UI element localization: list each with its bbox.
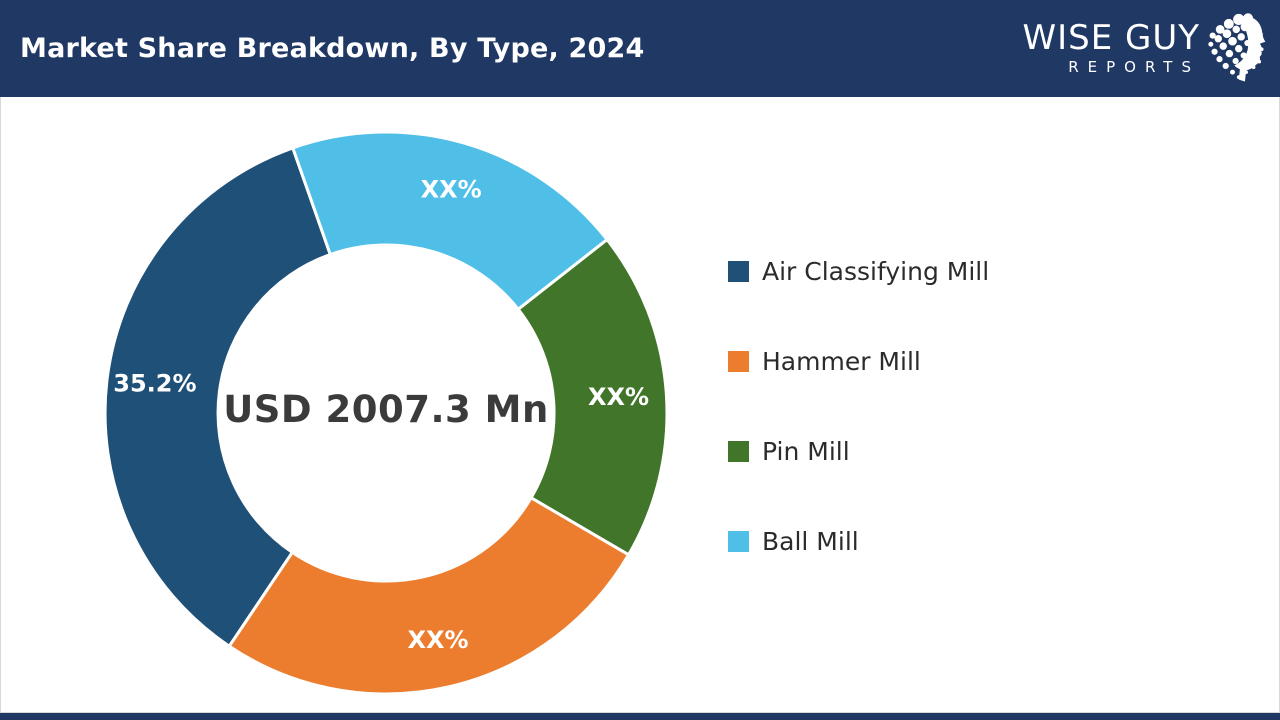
legend-swatch-icon — [728, 530, 749, 552]
face-dot — [1223, 18, 1234, 29]
face-dot — [1230, 69, 1235, 75]
brand-subtitle: REPORTS — [1068, 58, 1200, 77]
brand-face-icon — [1208, 13, 1266, 82]
face-dot — [1219, 42, 1227, 50]
legend-swatch-icon — [728, 260, 749, 282]
legend-label: Pin Mill — [762, 436, 850, 466]
brand-name: WISE GUY — [1022, 17, 1200, 58]
face-dot — [1232, 25, 1240, 34]
segment-percentage-label: XX% — [407, 626, 468, 654]
face-dot — [1216, 56, 1223, 63]
brand-logo-text: WISE GUY REPORTS — [1022, 17, 1200, 77]
legend-swatch-icon — [728, 350, 749, 372]
donut-segment-pin-mill — [516, 238, 669, 557]
face-dot — [1228, 36, 1237, 46]
face-dot — [1222, 29, 1232, 39]
page-title: Market Share Breakdown, By Type, 2024 — [20, 33, 645, 64]
footer-bar — [0, 713, 1280, 720]
legend-label: Ball Mill — [762, 526, 859, 556]
segment-percentage-label: 35.2% — [113, 370, 196, 398]
face-dot — [1222, 62, 1229, 70]
legend: Air Classifying Mill Hammer Mill Pin Mil… — [728, 256, 990, 620]
legend-item-hammer-mill: Hammer Mill — [728, 346, 989, 376]
legend-item-air-classifying-mill: Air Classifying Mill — [728, 256, 990, 286]
legend-label: Hammer Mill — [762, 346, 921, 376]
face-dot — [1214, 34, 1222, 43]
face-dot — [1211, 48, 1218, 55]
segment-percentage-label: XX% — [588, 383, 649, 411]
legend-swatch-icon — [728, 440, 749, 462]
donut-segment-ball-mill — [291, 130, 609, 311]
legend-label: Air Classifying Mill — [762, 256, 990, 286]
donut-segment-hammer-mill — [227, 496, 631, 696]
face-dot — [1215, 25, 1225, 34]
brand-logo: WISE GUY REPORTS — [1022, 8, 1266, 88]
face-dot — [1235, 44, 1243, 53]
donut-chart: 35.2% XX% XX% XX% — [103, 130, 669, 696]
face-profile — [1234, 15, 1266, 82]
header: Market Share Breakdown, By Type, 2024 WI… — [0, 0, 1280, 97]
face-dot — [1232, 57, 1239, 65]
donut-center-value: USD 2007.3 Mn — [223, 388, 549, 431]
face-dot — [1209, 32, 1216, 39]
legend-item-ball-mill: Ball Mill — [728, 526, 989, 556]
legend-item-pin-mill: Pin Mill — [728, 436, 989, 466]
face-dot — [1225, 49, 1234, 58]
segment-percentage-label: XX% — [421, 175, 482, 203]
face-dot — [1237, 33, 1245, 41]
donut-segment-air-classifying-mill — [103, 146, 332, 648]
face-dot — [1208, 41, 1214, 47]
